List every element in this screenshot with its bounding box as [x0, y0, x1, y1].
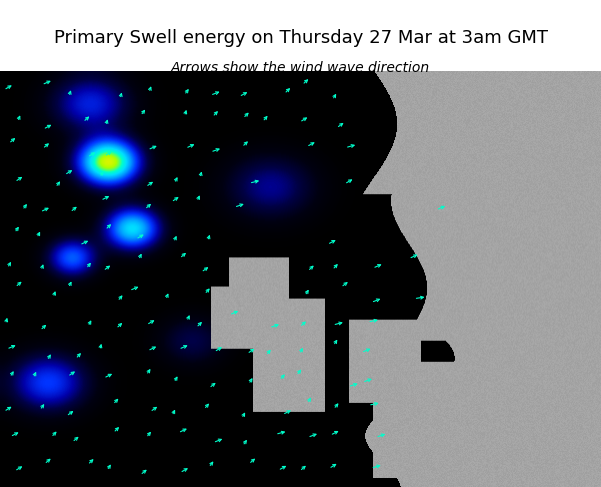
Text: Arrows show the wind wave direction: Arrows show the wind wave direction: [171, 61, 430, 75]
Text: Primary Swell energy on Thursday 27 Mar at 3am GMT: Primary Swell energy on Thursday 27 Mar …: [53, 29, 548, 47]
